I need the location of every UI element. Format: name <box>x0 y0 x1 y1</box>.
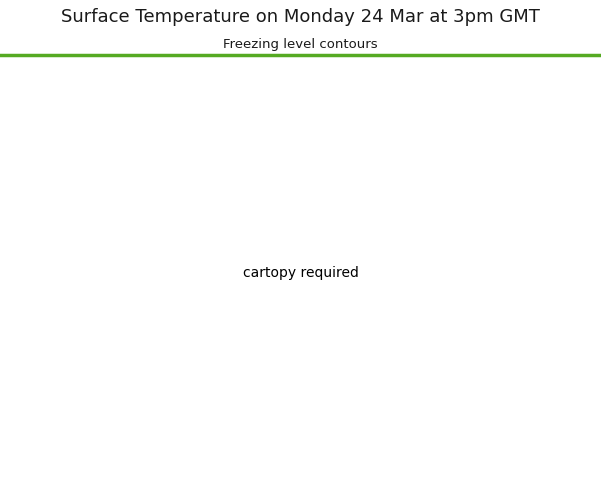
Text: Freezing level contours: Freezing level contours <box>223 39 378 51</box>
Text: Surface Temperature on Monday 24 Mar at 3pm GMT: Surface Temperature on Monday 24 Mar at … <box>61 8 540 26</box>
Text: cartopy required: cartopy required <box>243 266 358 280</box>
